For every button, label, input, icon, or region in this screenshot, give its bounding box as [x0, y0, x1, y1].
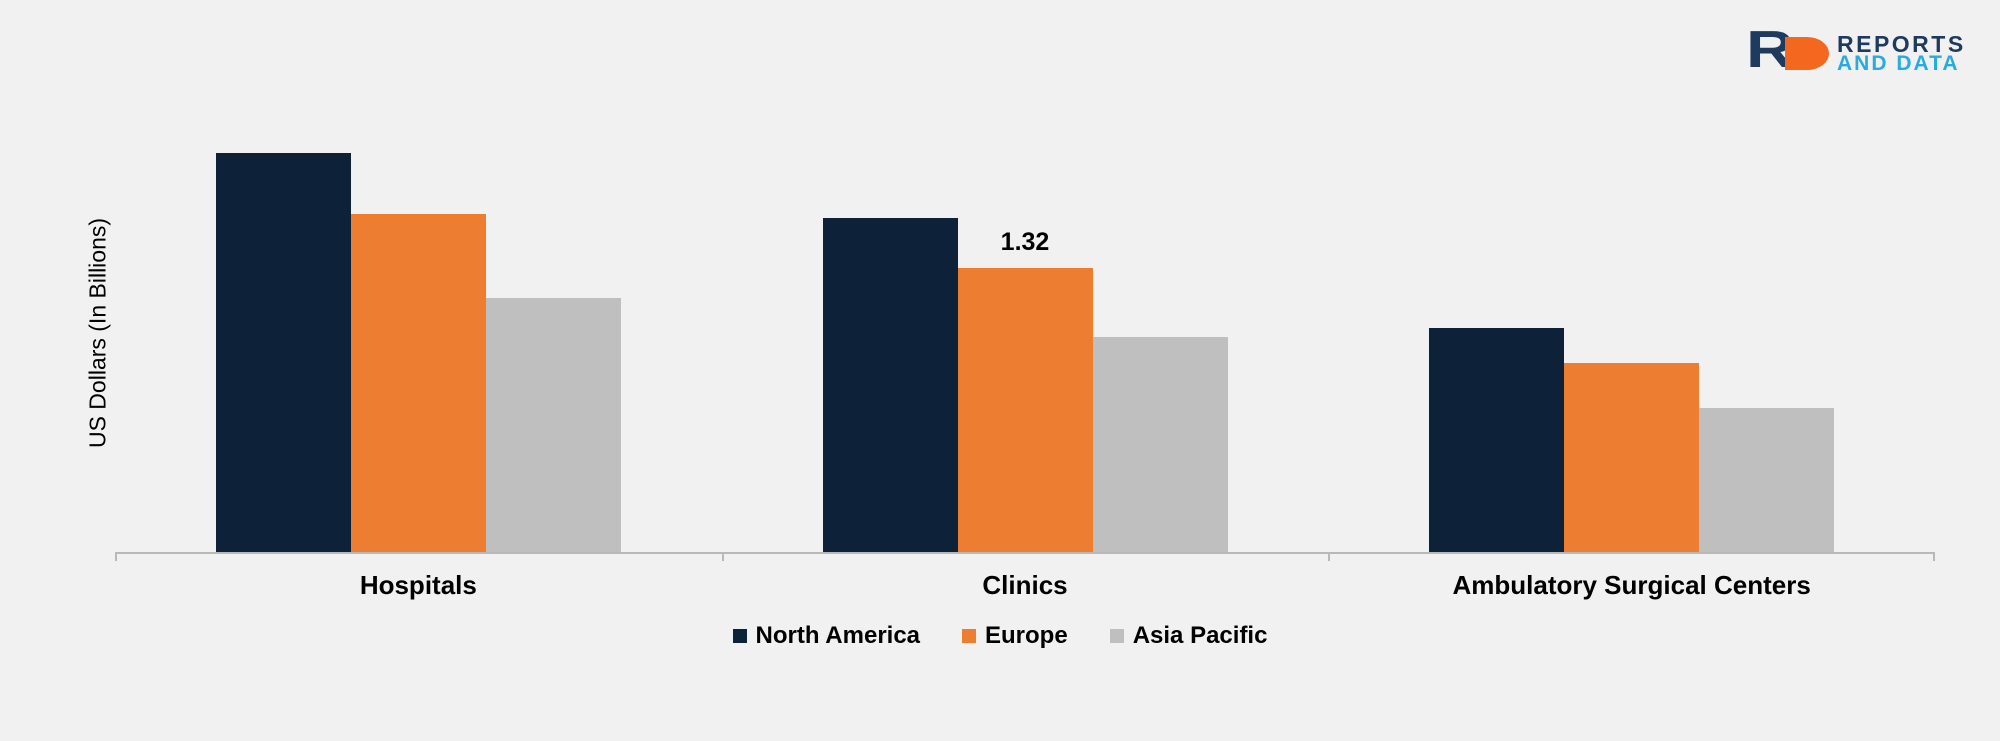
data-label-europe-clinics: 1.32: [1000, 228, 1050, 256]
x-axis-tick: [1328, 552, 1331, 561]
x-axis-label-clinics: Clinics: [982, 570, 1068, 600]
bar-north-america-ambulatory-surgical-centers: [1429, 328, 1565, 553]
legend-label-europe: Europe: [985, 622, 1068, 649]
legend-item-asia-pacific: Asia Pacific: [1109, 622, 1268, 650]
legend: North America Europe Asia Pacific: [0, 622, 2000, 650]
bar-asia-pacific-clinics: [1092, 337, 1228, 553]
x-axis-label-hospitals: Hospitals: [359, 570, 477, 600]
x-axis-tick: [721, 552, 724, 561]
x-axis-line: [115, 552, 1935, 554]
logo-text-reports: REPORTS: [1837, 31, 1966, 57]
bar-asia-pacific-hospitals: [485, 298, 621, 553]
legend-item-north-america: North America: [732, 622, 921, 650]
x-axis-tick: [115, 552, 117, 561]
legend-swatch-asia-pacific: [1109, 629, 1124, 643]
legend-label-north-america: North America: [755, 622, 921, 649]
logo-letter-d-shape: [1785, 37, 1829, 70]
brand-logo-mark: R: [1746, 24, 1832, 78]
bar-north-america-clinics: [822, 218, 958, 553]
bar-north-america-hospitals: [215, 153, 351, 553]
bar-europe-hospitals: [350, 214, 486, 553]
x-axis-tick: [1933, 552, 1935, 561]
bar-asia-pacific-ambulatory-surgical-centers: [1699, 408, 1835, 553]
bar-europe-clinics: [957, 268, 1093, 553]
legend-swatch-north-america: [732, 629, 747, 643]
brand-logo-text: REPORTS AND DATA: [1837, 31, 1966, 75]
legend-item-europe: Europe: [962, 622, 1068, 650]
logo-text-and-data: AND DATA: [1837, 52, 1960, 75]
x-axis-label-ambulatory-surgical-centers: Ambulatory Surgical Centers: [1452, 570, 1811, 600]
legend-swatch-europe: [962, 629, 977, 643]
bar-europe-ambulatory-surgical-centers: [1564, 363, 1700, 553]
legend-label-asia-pacific: Asia Pacific: [1132, 622, 1268, 649]
